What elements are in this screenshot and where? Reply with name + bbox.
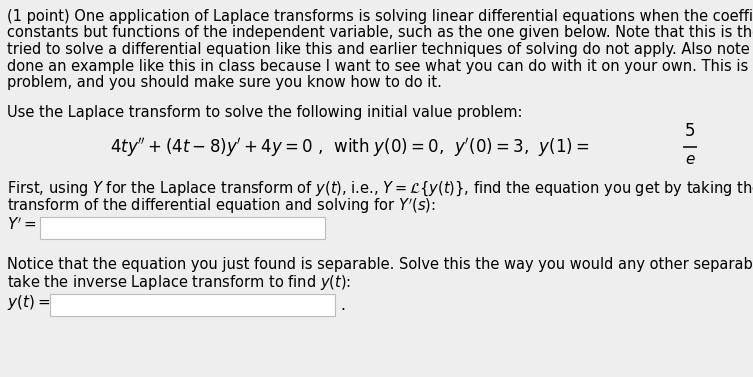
FancyBboxPatch shape: [50, 294, 335, 316]
Text: done an example like this in class because I want to see what you can do with it: done an example like this in class becau…: [7, 58, 753, 74]
Text: (1 point) One application of Laplace transforms is solving linear differential e: (1 point) One application of Laplace tra…: [7, 9, 753, 24]
Text: Notice that the equation you just found is separable. Solve this the way you wou: Notice that the equation you just found …: [7, 256, 753, 271]
Text: constants but functions of the independent variable, such as the one given below: constants but functions of the independe…: [7, 26, 753, 40]
Text: take the inverse Laplace transform to find $y(t)$:: take the inverse Laplace transform to fi…: [7, 273, 351, 292]
Text: 5: 5: [684, 123, 695, 141]
Text: First, using $\mathit{Y}$ for the Laplace transform of $y(t)$, i.e., $Y = \mathc: First, using $\mathit{Y}$ for the Laplac…: [7, 179, 753, 198]
FancyBboxPatch shape: [40, 216, 325, 239]
Text: transform of the differential equation and solving for $Y'(s)$:: transform of the differential equation a…: [7, 196, 436, 216]
Text: $4ty'' + (4t - 8)y' + 4y = 0$ ,  with $y(0) = 0$,  $y'(0) = 3$,  $y(1) = $: $4ty'' + (4t - 8)y' + 4y = 0$ , with $y(…: [110, 136, 590, 159]
Text: problem, and you should make sure you know how to do it.: problem, and you should make sure you kn…: [7, 75, 442, 90]
Text: tried to solve a differential equation like this and earlier techniques of solvi: tried to solve a differential equation l…: [7, 42, 753, 57]
Text: e: e: [685, 153, 695, 167]
Text: $y(t) =$: $y(t) =$: [7, 294, 50, 313]
Text: Use the Laplace transform to solve the following initial value problem:: Use the Laplace transform to solve the f…: [7, 106, 523, 121]
Text: .: .: [340, 297, 345, 313]
Text: $Y' =$: $Y' =$: [7, 216, 37, 233]
